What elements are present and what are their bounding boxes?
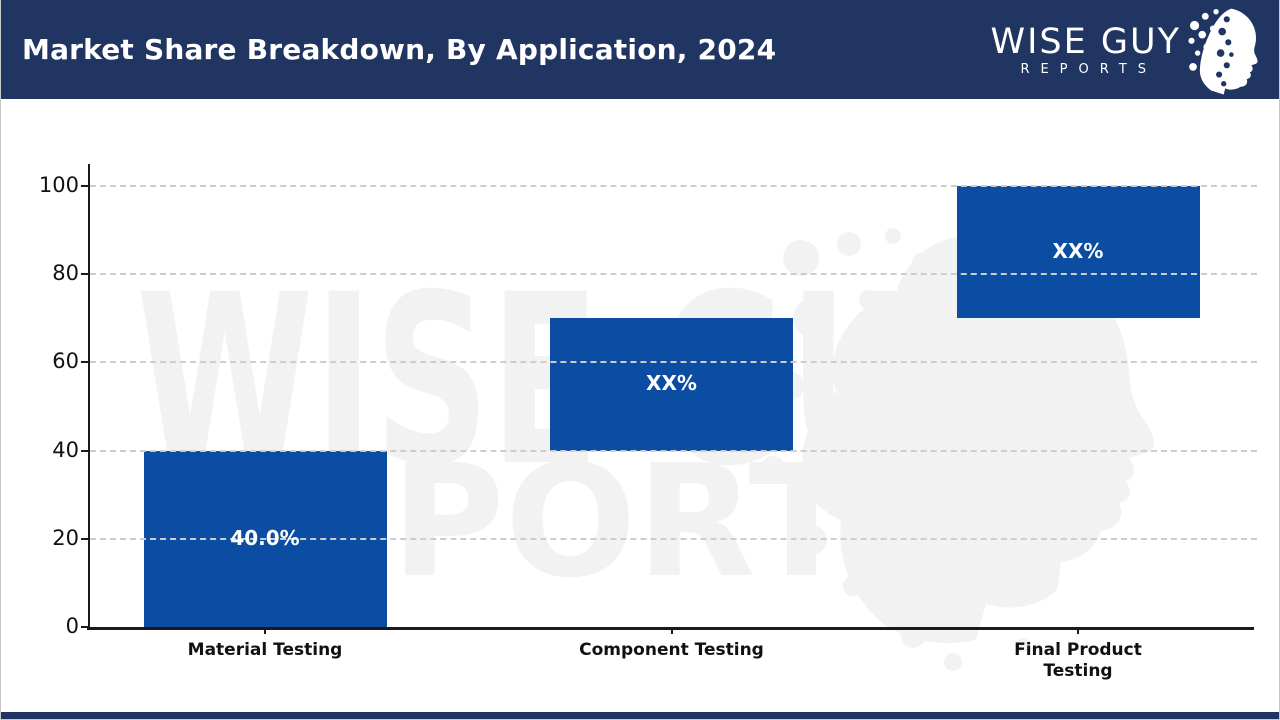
market-share-bar — [550, 318, 793, 451]
y-tick-label: 60 — [52, 349, 79, 374]
logo-wordmark: WISE GUY — [990, 21, 1181, 62]
y-tick-mark — [81, 273, 88, 276]
y-tick-label: 0 — [65, 614, 79, 638]
logo-head-profile-icon — [1188, 8, 1258, 95]
x-tick-mark — [264, 627, 266, 634]
x-category-label: Material Testing — [187, 640, 343, 660]
y-tick-mark — [81, 361, 88, 364]
chart-title: Market Share Breakdown, By Application, … — [22, 33, 777, 66]
x-category-label: Component Testing — [579, 640, 764, 660]
y-gridline — [90, 185, 1257, 187]
header-bar: Market Share Breakdown, By Application, … — [1, 0, 1279, 99]
y-tick-mark — [81, 185, 88, 187]
y-tick-mark — [81, 449, 88, 452]
logo-text: WISE GUY REPORTS — [990, 24, 1181, 77]
y-tick-mark — [81, 626, 88, 628]
x-category-label: Final Product Testing — [1014, 640, 1142, 681]
bar-value-label: XX% — [646, 371, 697, 396]
y-axis-line — [88, 164, 90, 629]
y-tick-label: 100 — [38, 173, 79, 197]
y-tick-label: 40 — [52, 437, 79, 462]
logo-subtitle: REPORTS — [1020, 61, 1158, 77]
wiseguy-logo: WISE GUY REPORTS — [990, 4, 1269, 96]
y-gridline — [90, 273, 1257, 276]
x-tick-mark — [670, 627, 673, 634]
bar-value-label: 40.0% — [230, 525, 300, 550]
bar-value-label: XX% — [1052, 239, 1104, 264]
footer-bar — [1, 712, 1279, 719]
y-tick-label: 20 — [52, 525, 79, 550]
y-tick-mark — [81, 537, 88, 540]
y-gridline — [90, 449, 1257, 452]
y-gridline — [90, 361, 1257, 364]
y-tick-label: 80 — [52, 261, 79, 286]
y-gridline — [90, 537, 1257, 540]
x-tick-mark — [1077, 627, 1079, 634]
